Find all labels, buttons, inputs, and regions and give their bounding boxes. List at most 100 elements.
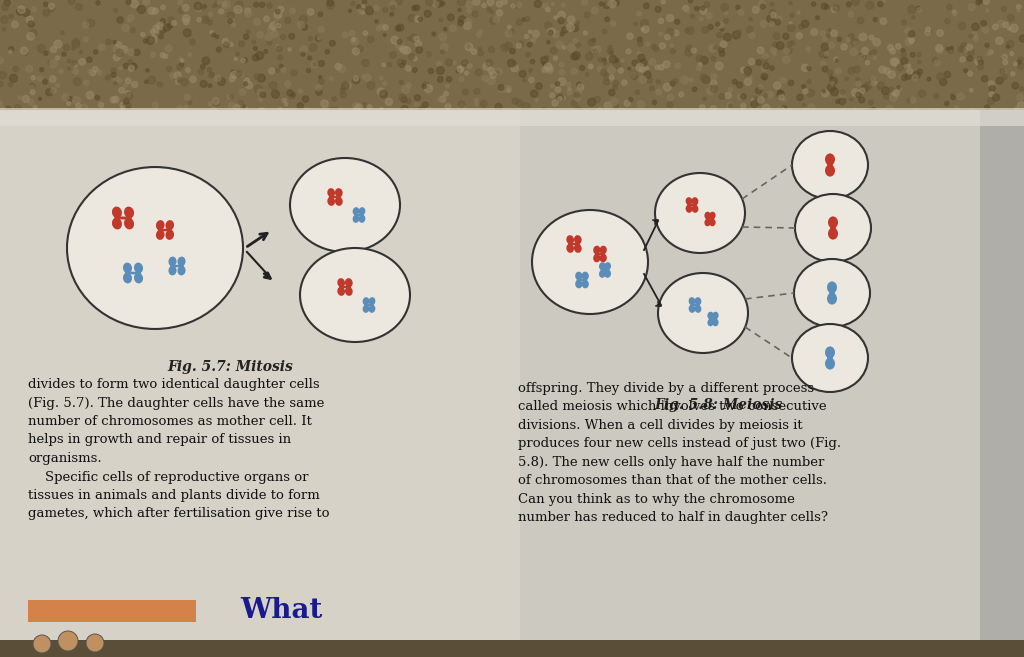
Circle shape: [558, 11, 565, 19]
Circle shape: [432, 1, 438, 7]
Circle shape: [740, 94, 746, 99]
Circle shape: [516, 100, 523, 106]
Circle shape: [545, 63, 552, 70]
Circle shape: [415, 95, 420, 101]
Circle shape: [402, 60, 407, 64]
Circle shape: [799, 24, 804, 30]
Ellipse shape: [168, 265, 176, 275]
Ellipse shape: [369, 305, 376, 313]
Circle shape: [637, 101, 644, 108]
Ellipse shape: [600, 269, 604, 271]
Circle shape: [756, 110, 760, 114]
Circle shape: [227, 12, 234, 19]
Ellipse shape: [156, 230, 165, 240]
Ellipse shape: [126, 216, 132, 220]
Circle shape: [701, 26, 709, 34]
Ellipse shape: [795, 194, 871, 262]
Circle shape: [589, 64, 593, 69]
Circle shape: [572, 25, 579, 32]
Circle shape: [1017, 102, 1024, 110]
Circle shape: [918, 60, 921, 64]
Circle shape: [664, 83, 671, 91]
Circle shape: [982, 26, 989, 33]
Circle shape: [749, 18, 753, 21]
Circle shape: [252, 40, 255, 44]
Circle shape: [48, 5, 54, 12]
Circle shape: [543, 62, 546, 66]
Circle shape: [361, 11, 365, 14]
Ellipse shape: [601, 253, 605, 256]
Ellipse shape: [358, 207, 366, 215]
Circle shape: [716, 62, 723, 70]
Text: tissues in animals and plants divide to form: tissues in animals and plants divide to …: [28, 489, 319, 502]
Circle shape: [351, 37, 358, 45]
Circle shape: [846, 37, 850, 41]
Circle shape: [122, 24, 129, 32]
Circle shape: [116, 41, 122, 47]
Circle shape: [821, 43, 828, 51]
Circle shape: [28, 21, 35, 27]
Circle shape: [335, 64, 341, 70]
Circle shape: [55, 56, 59, 60]
Circle shape: [694, 7, 698, 11]
Circle shape: [686, 45, 692, 51]
Text: offspring. They divide by a different process: offspring. They divide by a different pr…: [518, 382, 814, 395]
Circle shape: [228, 102, 236, 109]
Circle shape: [228, 16, 233, 22]
Text: Specific cells of reproductive organs or: Specific cells of reproductive organs or: [28, 470, 308, 484]
Circle shape: [60, 31, 65, 34]
Ellipse shape: [686, 197, 692, 205]
Circle shape: [724, 34, 731, 41]
Circle shape: [423, 81, 429, 88]
Circle shape: [671, 110, 675, 115]
Circle shape: [776, 42, 784, 49]
Circle shape: [86, 634, 104, 652]
Circle shape: [763, 104, 770, 112]
Circle shape: [609, 114, 614, 119]
Circle shape: [757, 47, 764, 54]
Circle shape: [985, 43, 989, 47]
Circle shape: [148, 7, 156, 14]
Ellipse shape: [337, 196, 341, 198]
Ellipse shape: [582, 271, 589, 281]
Circle shape: [344, 109, 348, 113]
Circle shape: [897, 87, 902, 92]
Circle shape: [478, 30, 482, 34]
Circle shape: [882, 0, 886, 3]
Circle shape: [557, 114, 564, 121]
Circle shape: [802, 85, 806, 89]
Circle shape: [840, 92, 845, 98]
Circle shape: [699, 104, 705, 110]
Circle shape: [300, 46, 307, 53]
Ellipse shape: [709, 318, 713, 320]
Circle shape: [755, 99, 762, 105]
Circle shape: [750, 33, 755, 38]
Ellipse shape: [686, 205, 692, 213]
Circle shape: [482, 76, 488, 81]
Circle shape: [62, 52, 67, 57]
Circle shape: [830, 30, 838, 37]
Circle shape: [256, 52, 263, 60]
Circle shape: [494, 16, 500, 23]
Circle shape: [475, 102, 478, 106]
Circle shape: [221, 112, 227, 118]
Circle shape: [487, 77, 496, 85]
Circle shape: [201, 16, 209, 24]
Circle shape: [439, 18, 442, 22]
Circle shape: [558, 78, 566, 85]
Circle shape: [806, 47, 810, 51]
Circle shape: [600, 69, 607, 76]
Circle shape: [242, 106, 248, 113]
Circle shape: [554, 16, 557, 19]
Circle shape: [415, 41, 422, 47]
Circle shape: [754, 97, 758, 100]
Circle shape: [647, 116, 652, 120]
Circle shape: [853, 108, 857, 111]
Circle shape: [308, 36, 312, 41]
Circle shape: [413, 68, 417, 72]
Circle shape: [530, 90, 538, 97]
Circle shape: [120, 46, 128, 53]
Circle shape: [215, 35, 219, 38]
Circle shape: [567, 44, 575, 52]
Circle shape: [658, 32, 663, 36]
